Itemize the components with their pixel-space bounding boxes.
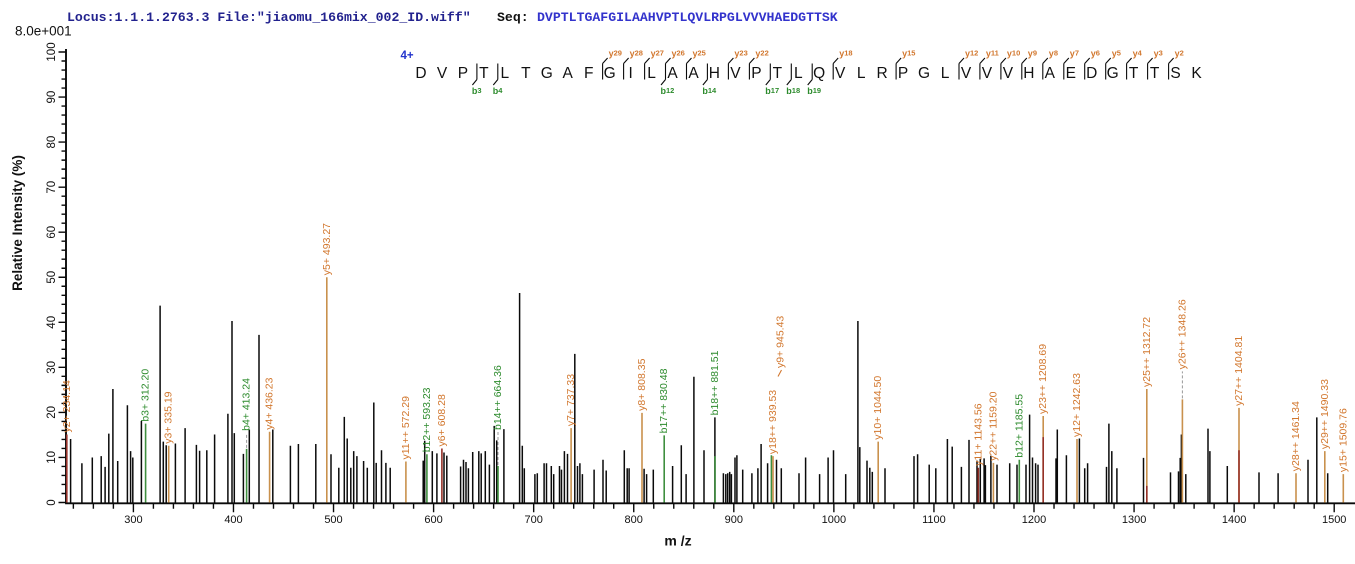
svg-text:y25++ 1312.72: y25++ 1312.72	[1141, 317, 1153, 387]
svg-text:b4: b4	[493, 86, 504, 96]
svg-text:y4: y4	[1133, 49, 1143, 59]
svg-text:y8: y8	[1049, 49, 1058, 59]
svg-text:8.0e+001: 8.0e+001	[15, 24, 72, 39]
svg-text:700: 700	[525, 514, 543, 526]
svg-text:y10+ 1044.50: y10+ 1044.50	[872, 376, 884, 440]
svg-text:y22: y22	[755, 49, 768, 59]
svg-text:b12++ 593.23: b12++ 593.23	[421, 387, 433, 452]
svg-text:y12: y12	[965, 49, 978, 59]
svg-text:y5+ 493.27: y5+ 493.27	[321, 223, 333, 275]
svg-text:y2+ 234.14: y2+ 234.14	[61, 380, 73, 432]
svg-text:Locus:1.1.1.2763.3 File:"jiaom: Locus:1.1.1.2763.3 File:"jiaomu_166mix_0…	[67, 10, 471, 25]
svg-text:y26++ 1348.26: y26++ 1348.26	[1176, 299, 1188, 369]
svg-text:500: 500	[324, 514, 342, 526]
svg-text:1000: 1000	[822, 514, 846, 526]
svg-text:y23++ 1208.69: y23++ 1208.69	[1037, 344, 1049, 414]
svg-text:y6: y6	[1091, 49, 1100, 59]
svg-text:800: 800	[625, 514, 643, 526]
svg-text:80: 80	[46, 136, 58, 149]
svg-text:300: 300	[124, 514, 142, 526]
svg-text:y29++ 1490.33: y29++ 1490.33	[1319, 379, 1331, 449]
svg-text:60: 60	[46, 226, 58, 239]
svg-text:y3: y3	[1154, 49, 1163, 59]
svg-text:y5: y5	[1112, 49, 1121, 59]
svg-text:y8+ 808.35: y8+ 808.35	[636, 358, 648, 410]
svg-text:70: 70	[46, 181, 58, 194]
svg-text:600: 600	[424, 514, 442, 526]
svg-text:400: 400	[224, 514, 242, 526]
svg-text:y25: y25	[693, 49, 706, 59]
svg-text:y2: y2	[1175, 49, 1184, 59]
svg-text:900: 900	[725, 514, 743, 526]
svg-text:y12+ 1242.63: y12+ 1242.63	[1071, 373, 1083, 437]
svg-text:b3: b3	[472, 86, 482, 96]
svg-text:y11+ 1143.56: y11+ 1143.56	[972, 403, 984, 466]
svg-text:b17++ 830.48: b17++ 830.48	[658, 368, 670, 433]
svg-text:m /z: m /z	[664, 533, 691, 549]
svg-text:1500: 1500	[1322, 514, 1346, 526]
svg-text:b12+ 1185.55: b12+ 1185.55	[1013, 394, 1025, 458]
svg-text:b18++ 881.51: b18++ 881.51	[709, 350, 721, 415]
svg-text:b3+ 312.20: b3+ 312.20	[140, 369, 152, 422]
svg-text:b18: b18	[786, 86, 800, 96]
svg-text:b4+ 413.24: b4+ 413.24	[241, 378, 253, 431]
svg-text:y26: y26	[672, 49, 685, 59]
svg-text:20: 20	[46, 406, 58, 419]
svg-text:1100: 1100	[922, 514, 946, 526]
svg-text:b17: b17	[765, 86, 779, 96]
svg-text:b19: b19	[807, 86, 821, 96]
svg-text:y11++ 572.29: y11++ 572.29	[400, 396, 412, 460]
svg-text:1400: 1400	[1222, 514, 1246, 526]
svg-text:y6+ 608.28: y6+ 608.28	[436, 394, 448, 446]
svg-text:b14: b14	[702, 86, 717, 96]
svg-text:y22++ 1159.20: y22++ 1159.20	[987, 391, 999, 460]
svg-text:y3+ 335.19: y3+ 335.19	[163, 391, 175, 443]
svg-text:100: 100	[46, 42, 58, 61]
svg-text:40: 40	[46, 316, 58, 329]
svg-text:y27: y27	[651, 49, 664, 59]
svg-text:4+: 4+	[400, 50, 413, 62]
svg-text:y10: y10	[1007, 49, 1020, 59]
svg-text:1200: 1200	[1022, 514, 1046, 526]
svg-text:DVPTLTGAFGILAAHVPTLQVLRPGLVVVH: DVPTLTGAFGILAAHVPTLQVLRPGLVVVHAEDGTTSK	[537, 10, 838, 25]
svg-text:y15: y15	[902, 49, 915, 59]
svg-text:y18++ 939.53: y18++ 939.53	[767, 390, 779, 454]
svg-text:b14++ 664.36: b14++ 664.36	[492, 365, 504, 430]
svg-text:y7+ 737.33: y7+ 737.33	[565, 374, 577, 426]
svg-text:DVPTLTGAFGILAAHVPTLQVLRPGLVVVH: DVPTLTGAFGILAAHVPTLQVLRPGLVVVHAEDGTTSK	[415, 65, 1202, 82]
svg-text:10: 10	[46, 451, 58, 464]
svg-text:y23: y23	[734, 49, 747, 59]
svg-text:y28++ 1461.34: y28++ 1461.34	[1290, 401, 1302, 471]
svg-text:30: 30	[46, 361, 58, 374]
svg-text:y27++ 1404.81: y27++ 1404.81	[1233, 336, 1245, 406]
svg-text:y15+ 1509.76: y15+ 1509.76	[1337, 408, 1349, 472]
svg-text:y4+ 436.23: y4+ 436.23	[264, 377, 276, 429]
svg-text:y11: y11	[986, 49, 999, 59]
svg-text:y9+ 945.43: y9+ 945.43	[775, 316, 787, 368]
svg-text:Seq:: Seq:	[497, 10, 529, 25]
svg-text:y28: y28	[630, 49, 643, 59]
svg-text:b12: b12	[661, 86, 675, 96]
svg-text:Relative Intensity (%): Relative Intensity (%)	[10, 155, 25, 291]
svg-text:y18: y18	[839, 49, 852, 59]
svg-text:y29: y29	[609, 49, 622, 59]
svg-text:0: 0	[46, 499, 58, 505]
svg-text:y9: y9	[1028, 49, 1037, 59]
svg-text:90: 90	[46, 91, 58, 104]
svg-text:1300: 1300	[1122, 514, 1146, 526]
svg-text:y7: y7	[1070, 49, 1079, 59]
svg-text:50: 50	[46, 271, 58, 284]
